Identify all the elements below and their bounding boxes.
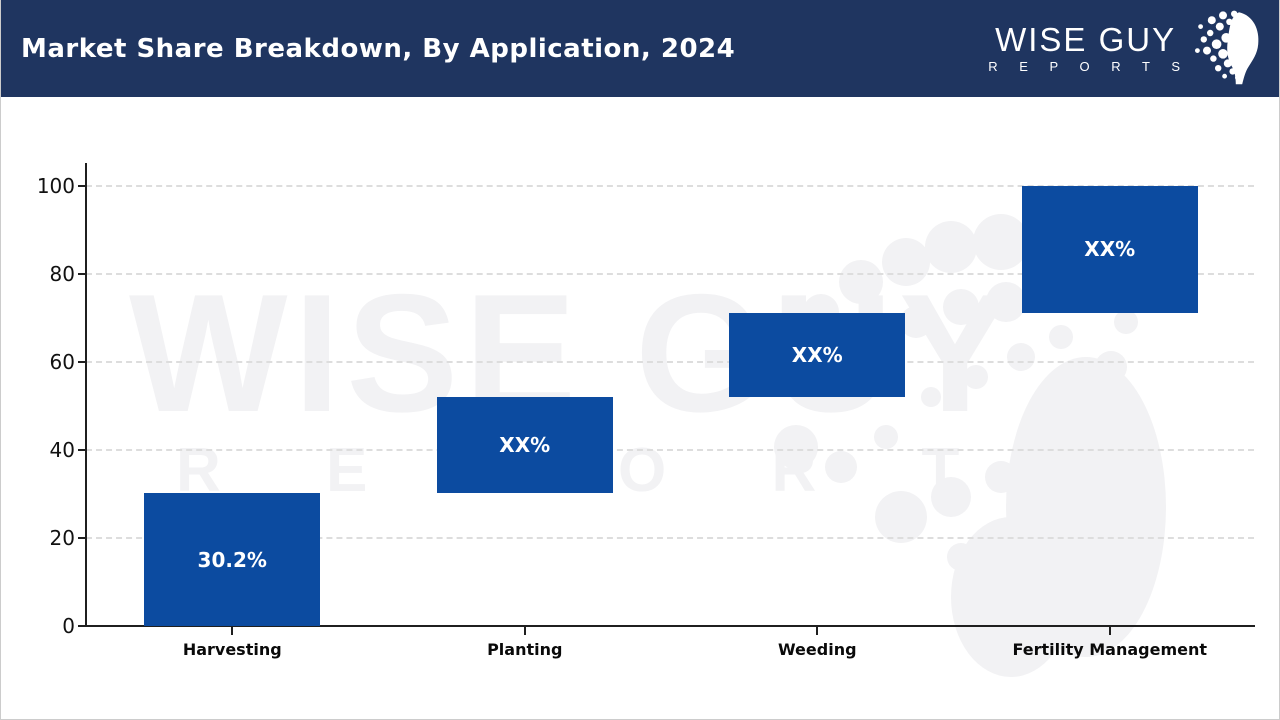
- bar-weeding: XX%: [729, 312, 906, 398]
- x-axis-tick: [816, 627, 819, 635]
- bar-value-label: 30.2%: [197, 547, 267, 572]
- gridline-40: [86, 449, 1254, 451]
- y-tick-label: 0: [62, 614, 75, 638]
- waterfall-chart: WISE GUY R E P O R T S 0 20 40 60 80 100 30.2%…: [1, 97, 1279, 719]
- category-label-2: Planting: [487, 640, 563, 659]
- gridline-100: [86, 185, 1254, 187]
- bar-value-label: XX%: [499, 433, 551, 458]
- y-axis-tick: [78, 185, 86, 187]
- x-axis-tick: [1108, 627, 1111, 635]
- category-label-4: Fertility Management: [1012, 640, 1208, 659]
- y-tick-label: 80: [49, 262, 75, 286]
- y-axis-tick: [78, 449, 86, 451]
- x-axis-line: [85, 625, 1255, 627]
- logo-wordmark-line2: R E P O R T S: [988, 59, 1189, 74]
- y-tick-label: 100: [36, 174, 75, 198]
- logo-wordmark: WISE GUY R E P O R T S: [982, 21, 1189, 75]
- gridline-80: [86, 273, 1254, 275]
- category-label-1: Harvesting: [182, 640, 282, 659]
- y-tick-label: 40: [49, 438, 75, 462]
- wiseguy-logo: WISE GUY R E P O R T S: [982, 7, 1263, 91]
- category-label-3: Weeding: [777, 640, 857, 659]
- page-title: Market Share Breakdown, By Application, …: [21, 33, 736, 64]
- y-axis-tick: [78, 361, 86, 363]
- header: Market Share Breakdown, By Application, …: [1, 0, 1279, 97]
- plot-area: 0 20 40 60 80 100 30.2% Harvesting XX% Planting XX…: [1, 97, 1279, 719]
- logo-head-icon: [1195, 10, 1259, 84]
- y-tick-label: 60: [49, 350, 75, 374]
- y-axis-tick: [78, 273, 86, 275]
- x-axis-tick: [231, 627, 234, 635]
- y-axis-tick: [78, 537, 86, 539]
- bar-harvesting: 30.2%: [144, 493, 321, 626]
- y-axis-line: [85, 163, 87, 626]
- x-axis-tick: [523, 627, 526, 635]
- gridline-60: [86, 361, 1254, 363]
- bar-planting: XX%: [436, 397, 613, 494]
- gridline-20: [86, 537, 1254, 539]
- y-tick-label: 20: [49, 526, 75, 550]
- bar-value-label: XX%: [791, 342, 843, 367]
- y-axis-tick: [78, 625, 86, 627]
- bar-value-label: XX%: [1084, 237, 1136, 262]
- bar-fertility-management: XX%: [1021, 186, 1198, 313]
- logo-wordmark-line1: WISE GUY: [995, 21, 1177, 58]
